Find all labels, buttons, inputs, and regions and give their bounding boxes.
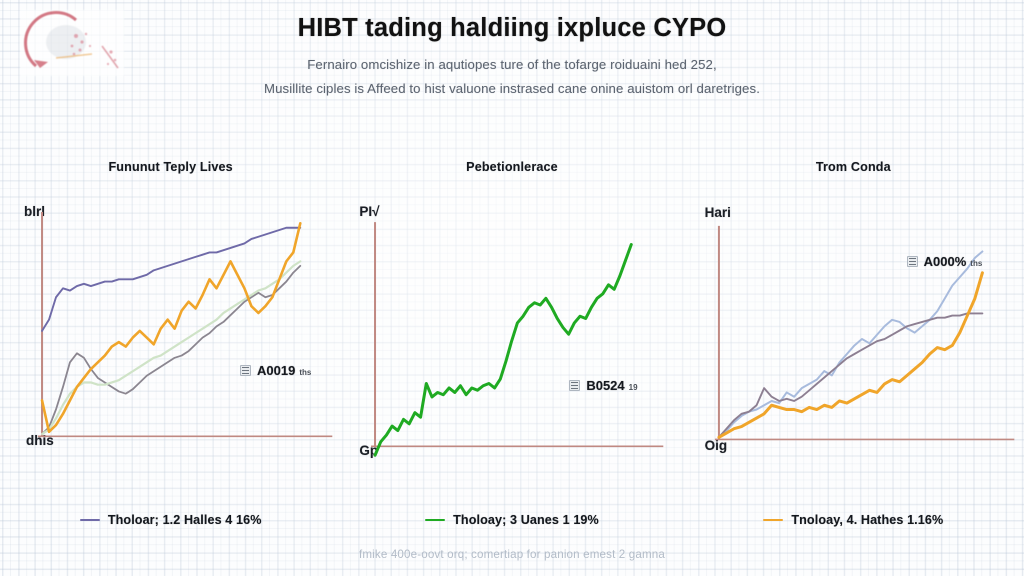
footer-note: fmike 400e-oovt orq; comertiap for panio… bbox=[359, 548, 665, 561]
chart-plot-1 bbox=[371, 222, 664, 457]
brand-logo-watermark bbox=[20, 10, 124, 76]
list-icon bbox=[240, 365, 251, 376]
legend-swatch-1 bbox=[425, 518, 446, 522]
list-icon bbox=[569, 380, 581, 391]
chart-plot-0 bbox=[38, 212, 333, 438]
chart-panel-1[interactable]: Pebetionlerace PI√ Gp B0524 19 bbox=[341, 150, 682, 510]
annotation-text-0: A0019 bbox=[257, 363, 296, 378]
annotation-sub-0: ths bbox=[299, 368, 312, 377]
chart-annotation-0: A0019 ths bbox=[240, 363, 311, 378]
chart-panels: Fununut Teply Lives blrl dhis A0019 ths … bbox=[0, 150, 1024, 510]
legend-cell-1[interactable]: Tholoay; 3 Uanes 1 19% bbox=[341, 505, 682, 535]
header: HIBT tading haldiing ixpluce CYPO Fernai… bbox=[0, 4, 1024, 96]
annotation-sub-2: ths bbox=[970, 259, 983, 268]
chart-legends: Tholoar; 1.2 Halles 4 16% Tholoay; 3 Uan… bbox=[0, 505, 1024, 535]
chart-panel-0[interactable]: Fununut Teply Lives blrl dhis A0019 ths bbox=[0, 150, 341, 510]
chart-annotation-2: A000% ths bbox=[906, 254, 983, 269]
legend-swatch-2 bbox=[763, 518, 784, 522]
subtitle-line-2: Musillite ciples is Affeed to hist valuo… bbox=[264, 81, 760, 96]
annotation-text-1: B0524 bbox=[586, 378, 625, 393]
chart-annotation-1: B0524 19 bbox=[569, 378, 638, 393]
legend-label-1: Tholoay; 3 Uanes 1 19% bbox=[453, 513, 599, 527]
legend-label-0: Tholoar; 1.2 Halles 4 16% bbox=[107, 513, 262, 527]
subtitle-line-1: Fernairo omcishize in aqutiopes ture of … bbox=[307, 57, 717, 72]
legend-swatch-0 bbox=[79, 518, 100, 522]
chart-panel-2[interactable]: Trom Conda Hari Oig A000% ths bbox=[683, 150, 1024, 510]
annotation-text-2: A000% bbox=[923, 254, 967, 269]
legend-cell-2[interactable]: Tnoloay, 4. Hathes 1.16% bbox=[683, 505, 1024, 535]
list-icon bbox=[906, 256, 918, 267]
annotation-sub-1: 19 bbox=[628, 383, 638, 392]
legend-cell-0[interactable]: Tholoar; 1.2 Halles 4 16% bbox=[0, 505, 341, 535]
legend-label-2: Tnoloay, 4. Hathes 1.16% bbox=[791, 513, 944, 527]
chart-plot-2 bbox=[714, 225, 1014, 441]
page-title: HIBT tading haldiing ixpluce CYPO bbox=[297, 14, 727, 42]
